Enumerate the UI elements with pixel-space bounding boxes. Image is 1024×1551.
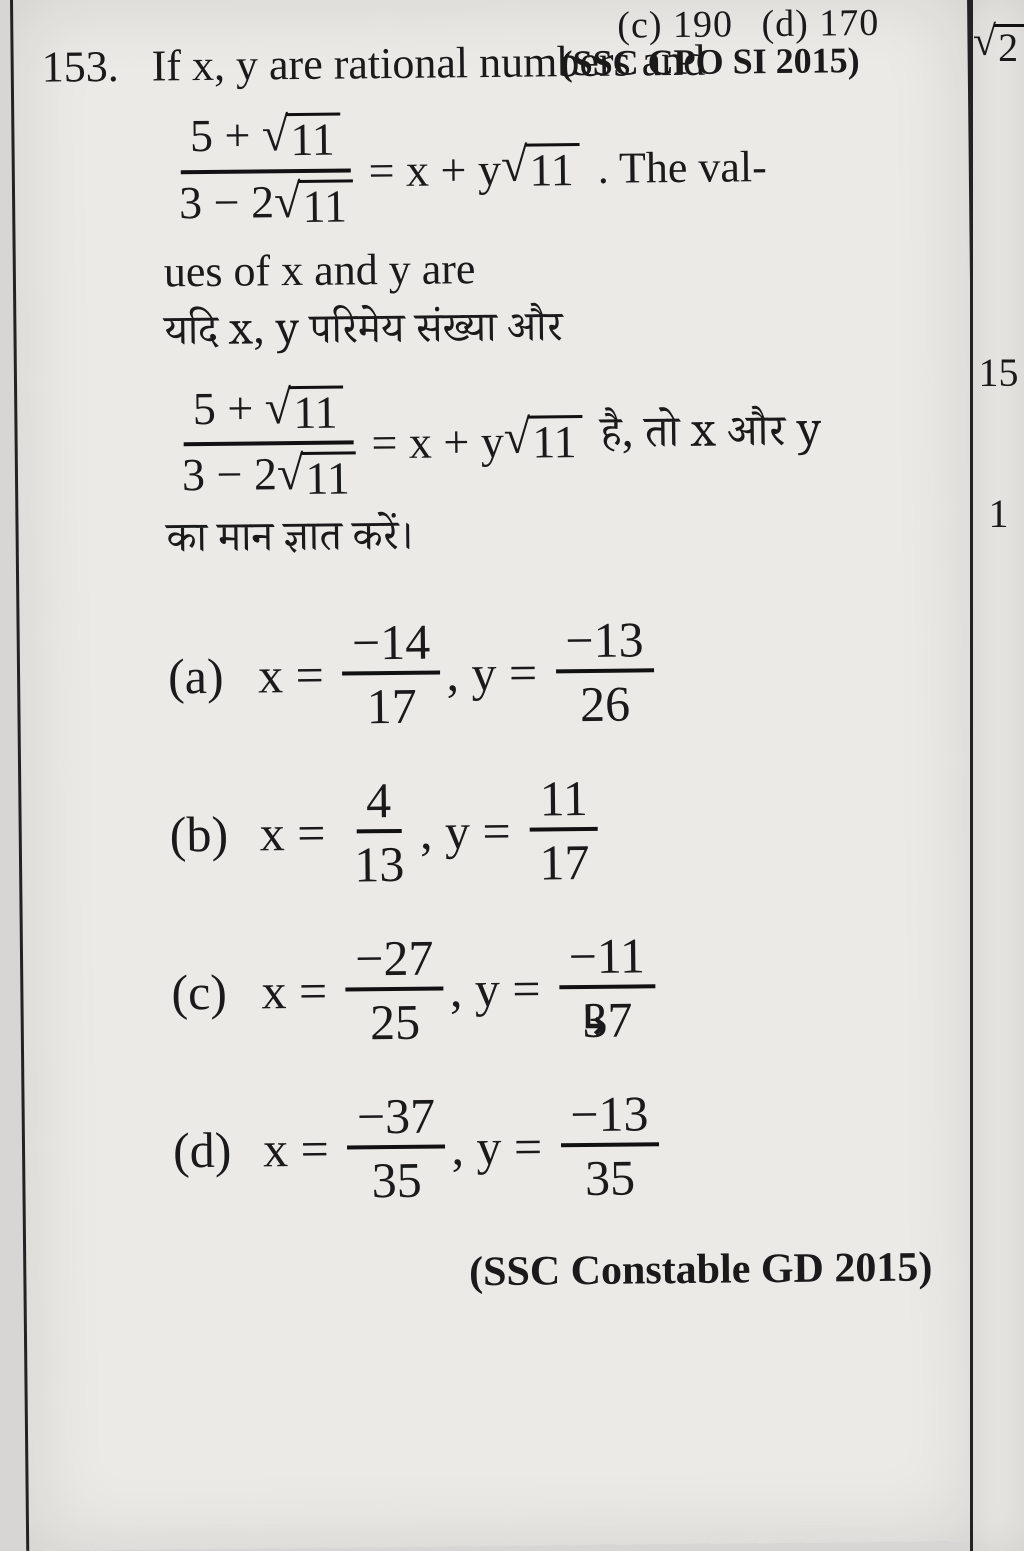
equation-hindi: 5 + √11 3 − 2√11 = x + y √11 है, तो x और… <box>165 378 944 505</box>
comma-y-equals: , y = <box>446 647 550 698</box>
right-column-sliver: √2 15 1 <box>970 0 1024 1551</box>
x-equals: x = <box>263 1124 342 1175</box>
question-hi-text-2: का मान ज्ञात करें। <box>166 511 945 576</box>
sqrt-icon: √11 <box>265 385 344 437</box>
sqrt-icon: √11 <box>277 451 356 503</box>
option-c-x: −27 25 <box>345 932 444 1047</box>
option-c-label: (c) <box>171 966 262 1017</box>
option-b-label: (b) <box>169 808 260 859</box>
lhs-numerator-hi: 5 + √11 <box>183 384 354 446</box>
question-number: 153. <box>41 37 152 98</box>
en-tail-theval: . The val- <box>598 145 767 191</box>
x-equals: x = <box>259 808 338 859</box>
question-en-text-2: ues of x and y are <box>164 238 942 297</box>
question-en-text-1: If x, y are rational numbers and <box>151 36 705 91</box>
comma-y-equals: , y = <box>420 806 524 857</box>
lhs-denominator: 3 − 2√11 <box>169 172 363 232</box>
option-a-y: −13 26 <box>555 614 654 729</box>
option-d[interactable]: (d) x = −37 35 , y = −13 35 <box>172 1085 951 1207</box>
exam-tag-ssc-gd: (SSC Constable GD 2015) <box>54 1243 952 1300</box>
comma-y-equals: , y = <box>451 1121 555 1172</box>
option-d-label: (d) <box>173 1124 264 1175</box>
sqrt-icon: √11 <box>504 415 583 467</box>
hi-tail: है, तो x और y <box>600 416 821 462</box>
fragment-1: 1 <box>973 490 1024 537</box>
lhs-denominator-hi: 3 − 2√11 <box>172 444 366 504</box>
numer-const: 5 <box>190 110 214 161</box>
lhs-fraction-hi: 5 + √11 3 − 2√11 <box>171 384 366 505</box>
handwriting-arrow-icon: ↳ <box>578 998 612 1044</box>
option-list: (a) x = −14 17 , y = −13 26 (b) x = 4 13… <box>167 611 951 1207</box>
option-b-x: 4 13 <box>343 775 414 890</box>
lhs-numerator: 5 + √11 <box>180 112 351 174</box>
option-c[interactable]: (c) x = −27 25 , y = −11 37 <box>171 927 950 1049</box>
sqrt2-fragment: √2 <box>973 18 1024 69</box>
option-b[interactable]: (b) x = 4 13 , y = 11 17 <box>169 769 948 891</box>
option-a-x: −14 17 <box>342 616 441 731</box>
option-a[interactable]: (a) x = −14 17 , y = −13 26 <box>167 611 946 733</box>
x-equals: x = <box>258 650 337 701</box>
sqrt-icon: √11 <box>501 143 580 195</box>
option-d-y: −13 35 <box>560 1088 659 1203</box>
equals-rhs: = x + y <box>368 147 501 194</box>
lhs-fraction: 5 + √11 3 − 2√11 <box>168 112 363 233</box>
option-b-y: 11 17 <box>529 773 600 888</box>
sqrt-icon: √11 <box>262 113 341 165</box>
x-equals: x = <box>261 966 340 1017</box>
question-hi-text-1: यदि x, y परिमेय संख्या और <box>164 303 943 368</box>
fragment-15: 15 <box>973 349 1024 396</box>
comma-y-equals: , y = <box>450 963 554 1014</box>
page-column: (c) 190 (d) 170 (SSC CPO SI 2015) 153.If… <box>10 0 986 1551</box>
sqrt-icon: √11 <box>274 179 353 231</box>
denom-const-a: 3 <box>179 177 203 228</box>
denom-const-b: 2 <box>251 176 275 227</box>
option-a-label: (a) <box>168 650 259 701</box>
equation-english: 5 + √11 3 − 2√11 = x + y √11 . The val- <box>162 106 941 233</box>
equals-rhs-hi: = x + y <box>371 419 504 466</box>
option-d-x: −37 35 <box>347 1090 446 1205</box>
